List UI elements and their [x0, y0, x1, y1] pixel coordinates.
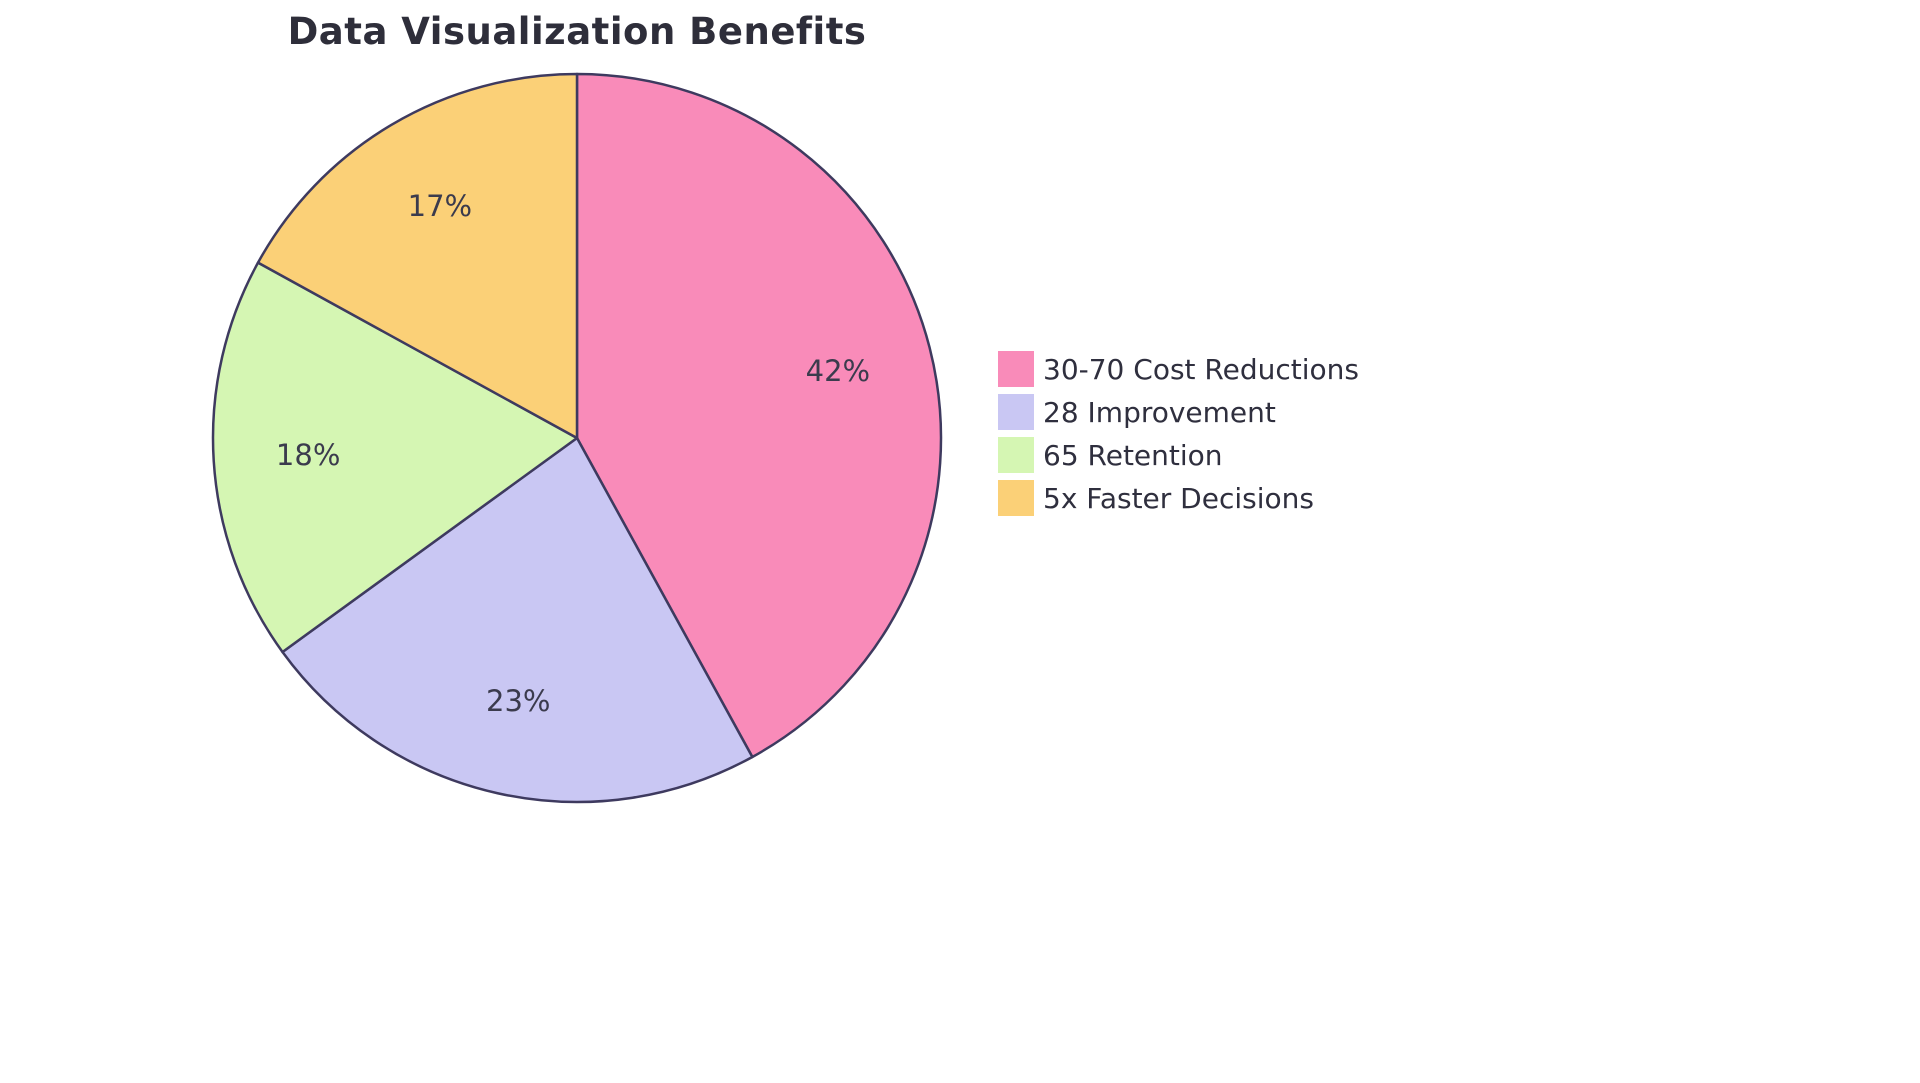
slice-percentage-label: 17%: [408, 189, 472, 223]
legend-item: 65 Retention: [998, 437, 1359, 473]
legend-swatch-icon: [998, 351, 1034, 387]
legend-swatch-icon: [998, 437, 1034, 473]
slice-percentage-label: 23%: [486, 684, 550, 718]
legend-label: 28 Improvement: [1043, 395, 1276, 429]
legend-label: 30-70 Cost Reductions: [1043, 352, 1359, 386]
slice-percentage-label: 42%: [806, 354, 870, 388]
legend-item: 5x Faster Decisions: [998, 480, 1359, 516]
legend-swatch-icon: [998, 480, 1034, 516]
slice-percentage-label: 18%: [276, 438, 340, 472]
legend-swatch-icon: [998, 394, 1034, 430]
legend-label: 65 Retention: [1043, 438, 1223, 472]
legend-item: 30-70 Cost Reductions: [998, 351, 1359, 387]
chart-title: Data Visualization Benefits: [287, 10, 867, 53]
legend-item: 28 Improvement: [998, 394, 1359, 430]
pie-slice: [575, 72, 943, 759]
legend: 30-70 Cost Reductions 28 Improvement 65 …: [998, 351, 1359, 516]
pie-slice: [256, 72, 579, 440]
pie-slice: [211, 261, 579, 654]
pie-slice: [281, 436, 754, 804]
legend-label: 5x Faster Decisions: [1043, 481, 1314, 515]
